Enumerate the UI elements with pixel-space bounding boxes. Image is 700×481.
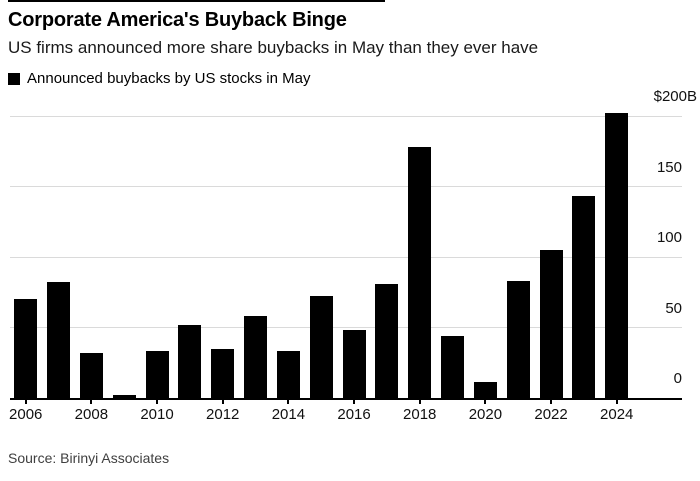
source-note: Source: Birinyi Associates (8, 450, 170, 466)
x-axis-tick (484, 398, 487, 404)
x-axis-tick (156, 398, 159, 404)
bar-2024 (605, 113, 629, 398)
x-axis-tick (221, 398, 224, 404)
x-axis-label: 2008 (74, 406, 109, 423)
x-axis-label: 2010 (140, 406, 174, 423)
bar-2020 (473, 382, 497, 398)
chart-title: Corporate America's Buyback Binge (8, 9, 347, 31)
x-axis-label: 2012 (206, 406, 240, 423)
bar-2008 (79, 352, 103, 398)
bar-2013 (244, 316, 268, 398)
x-axis-tick (90, 398, 93, 404)
bar-2015 (309, 296, 333, 398)
y-axis-label: 50 (665, 299, 682, 317)
bar-2016 (342, 330, 366, 398)
legend: Announced buybacks by US stocks in May (8, 70, 310, 87)
bar-2018 (408, 147, 432, 398)
top-rule-divider (8, 0, 385, 2)
x-axis-line (10, 397, 682, 400)
x-axis-tick (615, 398, 618, 404)
x-axis-tick (353, 398, 356, 404)
x-axis-label: 2018 (403, 406, 437, 423)
bar-2019 (441, 335, 465, 398)
bar-2006 (14, 299, 38, 398)
legend-swatch-icon (8, 72, 20, 85)
y-gridline (10, 115, 682, 117)
bar-2022 (539, 249, 563, 398)
bar-2021 (506, 280, 530, 398)
x-axis-tick (550, 398, 553, 404)
x-axis-tick (418, 398, 421, 404)
y-axis-label: $200B (653, 88, 697, 105)
bar-2023 (572, 196, 596, 398)
bar-2012 (211, 348, 235, 398)
y-gridline (10, 327, 682, 328)
x-axis-label: 2014 (271, 406, 306, 423)
y-axis-label: 0 (673, 370, 682, 387)
x-axis-label: 2006 (9, 406, 43, 423)
x-axis-label: 2020 (468, 406, 503, 423)
y-axis-label: 150 (656, 158, 682, 176)
y-axis-label: 100 (656, 229, 682, 246)
bar-2007 (47, 282, 71, 398)
x-axis-label: 2016 (337, 406, 371, 423)
bar-2011 (178, 324, 202, 398)
bar-2010 (145, 351, 169, 398)
legend-label: Announced buybacks by US stocks in May (27, 70, 311, 87)
x-axis-label: 2024 (600, 406, 634, 423)
bar-2014 (276, 351, 300, 398)
x-axis-tick (287, 398, 290, 404)
y-gridline (10, 256, 682, 258)
x-axis-tick (24, 398, 27, 404)
y-gridline (10, 186, 682, 187)
bar-2009 (112, 395, 136, 398)
bar-2017 (375, 283, 399, 398)
chart-subtitle: US firms announced more share buybacks i… (8, 38, 539, 57)
x-axis-label: 2022 (534, 406, 568, 423)
